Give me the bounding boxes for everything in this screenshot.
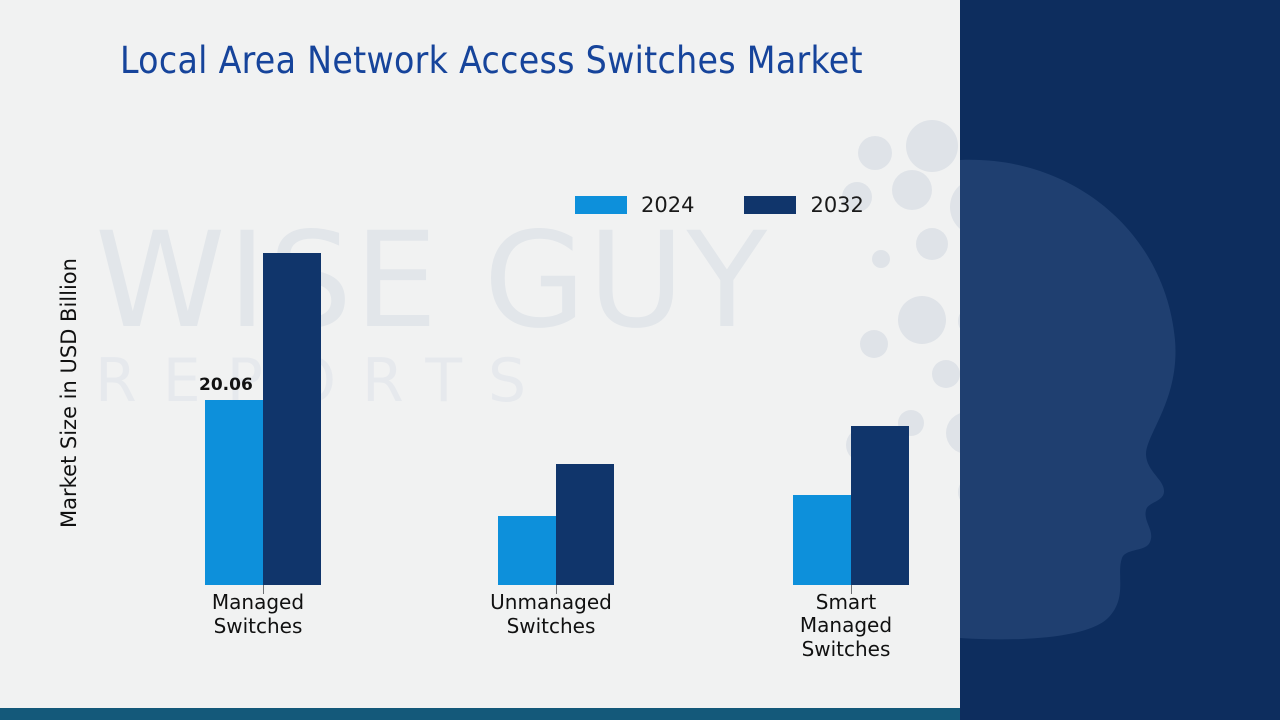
bar-2032-smart-managed-switches[interactable] [851,426,909,585]
bar-2032-unmanaged-switches[interactable] [556,464,614,585]
x-axis-label-3: Smart Managed Switches [799,590,893,661]
x-axis-tick-1 [263,585,264,594]
plot-area: Market Size in USD Billion 20.06 Managed … [57,200,955,661]
bar-series-container: 20.06 Managed Switches Unmanaged Switches S… [95,200,955,661]
legend-item-2032[interactable]: 2032 [744,193,864,217]
brand-panel-inner [960,0,1280,720]
bar-group-3: Smart Managed Switches [793,200,909,661]
legend-label-2032: 2032 [810,193,864,217]
x-axis-tick-2 [556,585,557,594]
y-axis-label: Market Size in USD Billion [57,258,81,528]
bar-2032-managed-switches[interactable] [263,253,321,585]
chart-legend: 2024 2032 [575,193,864,217]
brand-panel: WISE GUY REPORTS [960,0,1280,720]
x-axis-label-2: Unmanaged Switches [490,590,612,638]
x-axis-tick-3 [851,585,852,594]
bar-2024-smart-managed-switches[interactable] [793,495,851,585]
legend-item-2024[interactable]: 2024 [575,193,694,217]
data-label-2024-managed-switches: 20.06 [199,375,253,395]
bar-group-1: 20.06 Managed Switches [199,200,321,637]
face-profile-silhouette-icon [960,159,1176,640]
x-axis-label-1: Managed Switches [211,590,305,638]
page-title: Local Area Network Access Switches Marke… [120,39,863,82]
legend-swatch-2032 [744,196,797,214]
footer-accent-bar [0,708,1185,720]
bar-2024-unmanaged-switches[interactable] [498,516,556,585]
bar-2024-managed-switches[interactable] [205,400,263,585]
bar-group-2: Unmanaged Switches [490,200,614,637]
legend-label-2024: 2024 [641,193,695,217]
legend-swatch-2024 [575,196,627,214]
